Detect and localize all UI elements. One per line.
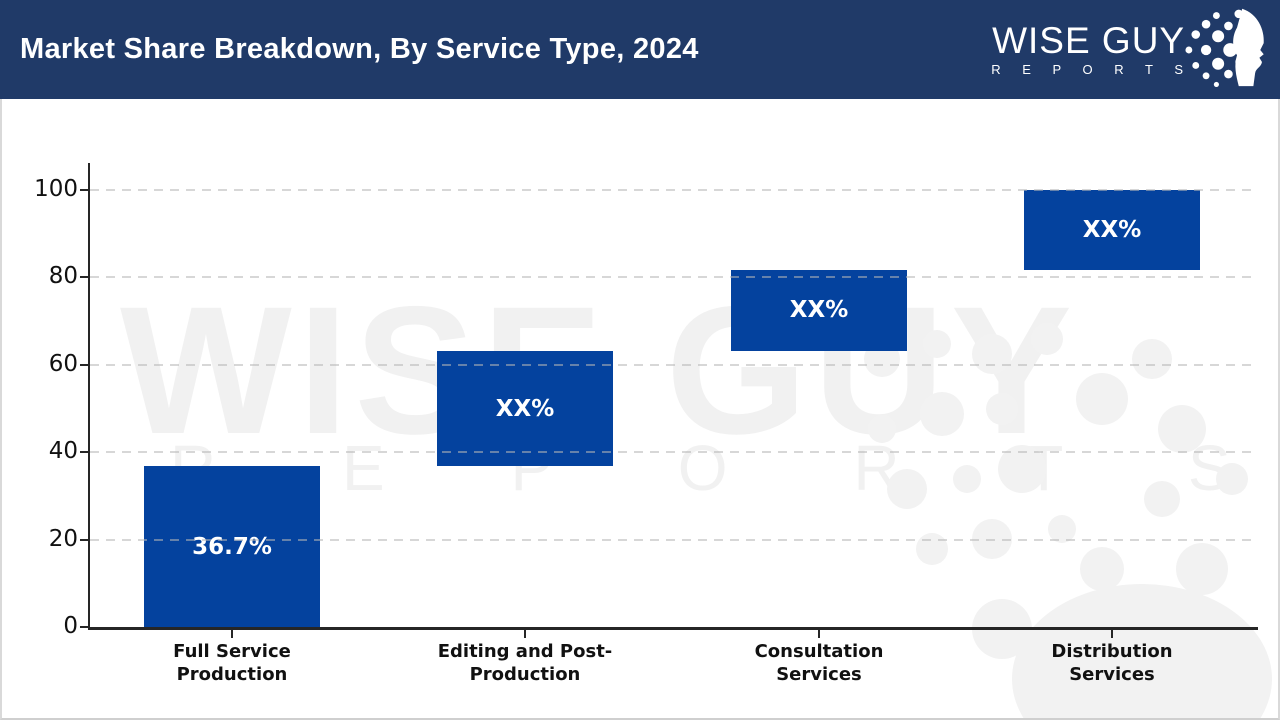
x-axis-tick (818, 630, 820, 638)
y-tick-label: 80 (48, 263, 78, 289)
y-axis-tick (80, 451, 88, 453)
y-axis-tick (80, 276, 88, 278)
x-category-label: Consultation Services (754, 641, 884, 685)
y-axis-tick (80, 188, 88, 191)
y-gridline (90, 188, 1258, 191)
y-gridline (90, 538, 1258, 541)
y-tick-label: 100 (34, 175, 78, 202)
x-axis-tick (1111, 630, 1113, 638)
y-gridline (90, 276, 1258, 278)
x-axis-line (88, 627, 1258, 630)
bar-value-label: XX% (1082, 216, 1142, 243)
y-gridline (90, 451, 1258, 453)
y-tick-label: 40 (48, 438, 78, 464)
bar-segment: XX% (1024, 189, 1200, 271)
chart-title: Market Share Breakdown, By Service Type,… (20, 33, 699, 65)
x-category-label: Full Service Production (173, 641, 291, 685)
y-axis-tick (80, 538, 88, 541)
bar-segment: 36.7% (144, 466, 320, 627)
logo-wordmark: WISE GUY (992, 20, 1186, 61)
x-axis-tick (524, 630, 526, 638)
dotted-head-icon (1185, 8, 1264, 87)
y-axis-tick (80, 626, 88, 628)
bar-segment: XX% (731, 269, 907, 351)
watermark-dotted-head (864, 323, 1272, 718)
header-bar: Market Share Breakdown, By Service Type,… (0, 0, 1280, 99)
wise-guy-reports-logo: WISE GUY R E P O R T S (985, 0, 1268, 99)
y-tick-label: 0 (63, 613, 78, 639)
y-gridline (90, 363, 1258, 366)
y-axis-line (88, 163, 90, 629)
bar-value-label: XX% (495, 395, 555, 422)
plot-canvas: WISE GUY R E P O R T S 02040608010036.7%… (0, 99, 1280, 720)
x-category-label: Editing and Post- Production (437, 641, 613, 685)
bar-segment: XX% (437, 351, 613, 466)
y-tick-label: 20 (48, 525, 78, 552)
logo-subtext: R E P O R T S (991, 62, 1192, 77)
bar-value-label: 36.7% (192, 533, 272, 560)
y-tick-label: 60 (48, 350, 78, 377)
bar-value-label: XX% (789, 297, 849, 324)
y-axis-tick (80, 363, 88, 366)
logo-text: WISE GUY R E P O R T S (985, 22, 1192, 77)
x-axis-tick (231, 630, 233, 638)
watermark-subtext: R E P O R T S (170, 432, 1280, 504)
x-category-label: Distribution Services (1051, 641, 1173, 685)
